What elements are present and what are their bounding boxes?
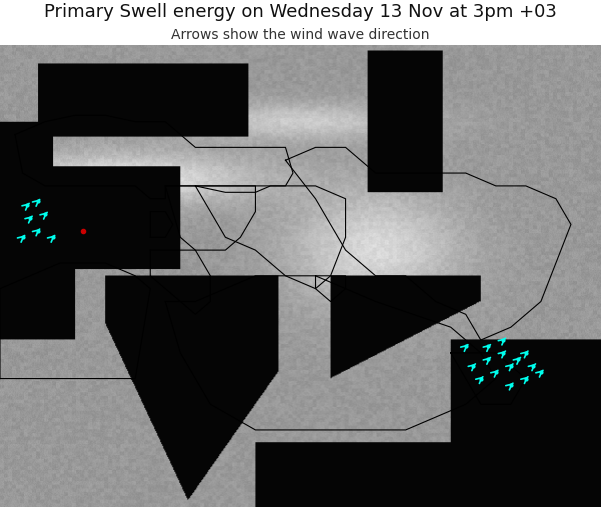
Text: Arrows show the wind wave direction: Arrows show the wind wave direction: [171, 28, 430, 42]
Text: Primary Swell energy on Wednesday 13 Nov at 3pm +03: Primary Swell energy on Wednesday 13 Nov…: [44, 4, 557, 21]
